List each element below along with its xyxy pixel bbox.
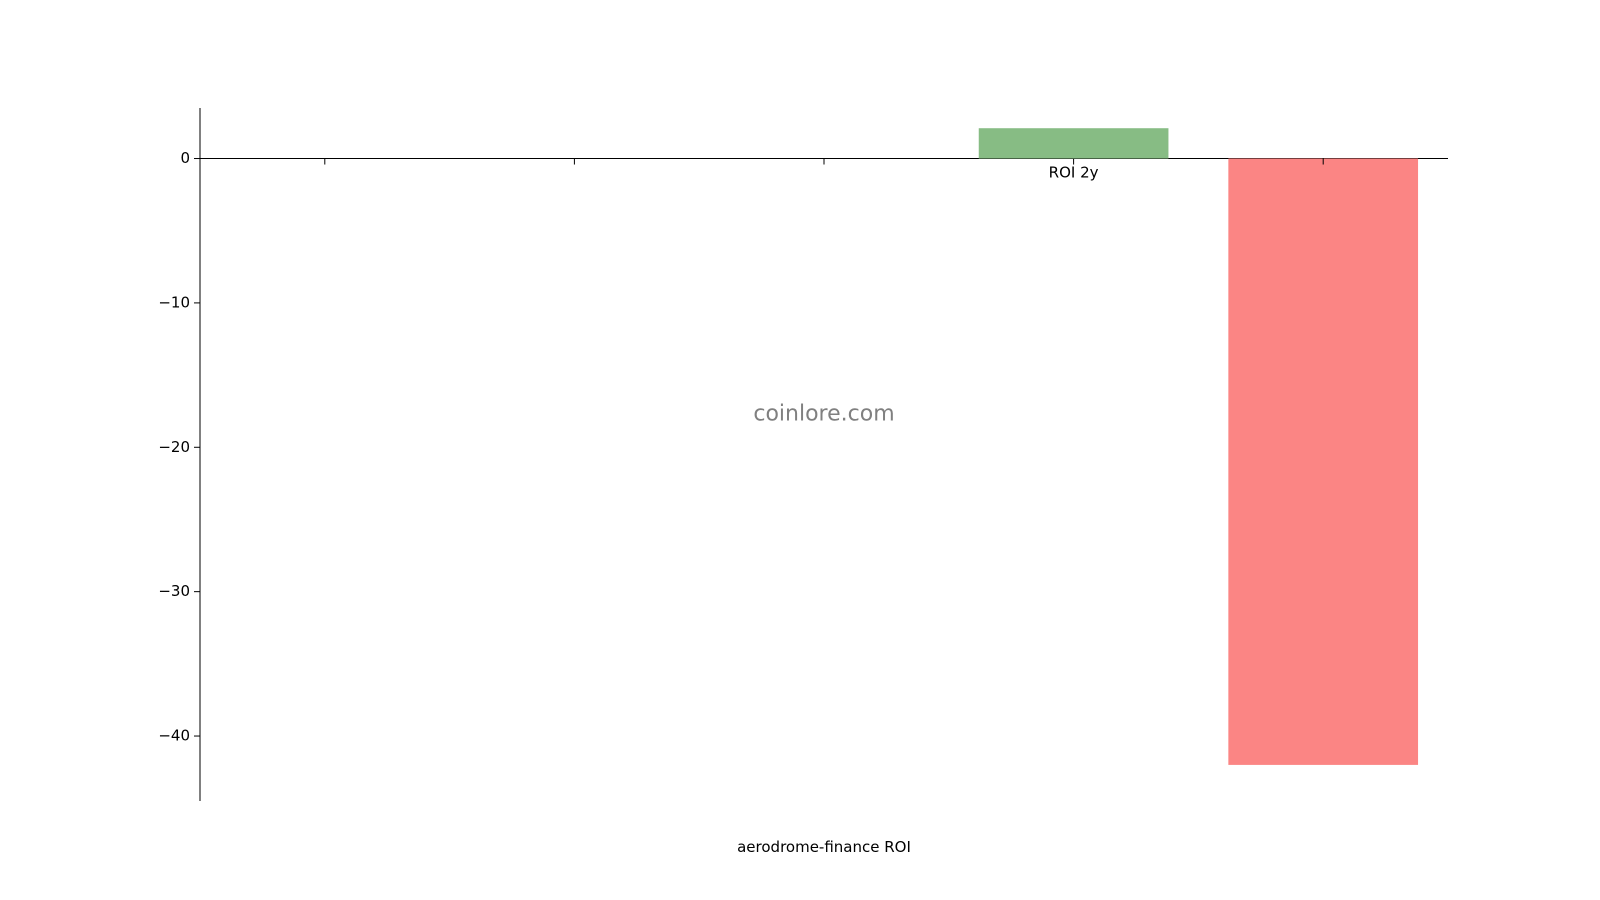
y-tick-label: −10 [158, 293, 190, 311]
y-tick-label: −20 [158, 438, 190, 456]
watermark-text: coinlore.com [753, 402, 894, 427]
x-category-label: ROI 2y [1049, 164, 1099, 182]
chart-title: aerodrome-finance ROI [737, 838, 911, 856]
roi-bar-chart: 0 −10 −20 −30 −40 ROI 2y coinlore.com aerodrome… [0, 0, 1600, 900]
y-tick-label: −40 [158, 727, 190, 745]
chart-svg: 0 −10 −20 −30 −40 ROI 2y coinlore.com aerodrome… [0, 0, 1600, 900]
y-tick-label: 0 [180, 149, 190, 167]
bar [1228, 159, 1418, 765]
y-tick-label: −30 [158, 582, 190, 600]
bar [979, 128, 1169, 158]
